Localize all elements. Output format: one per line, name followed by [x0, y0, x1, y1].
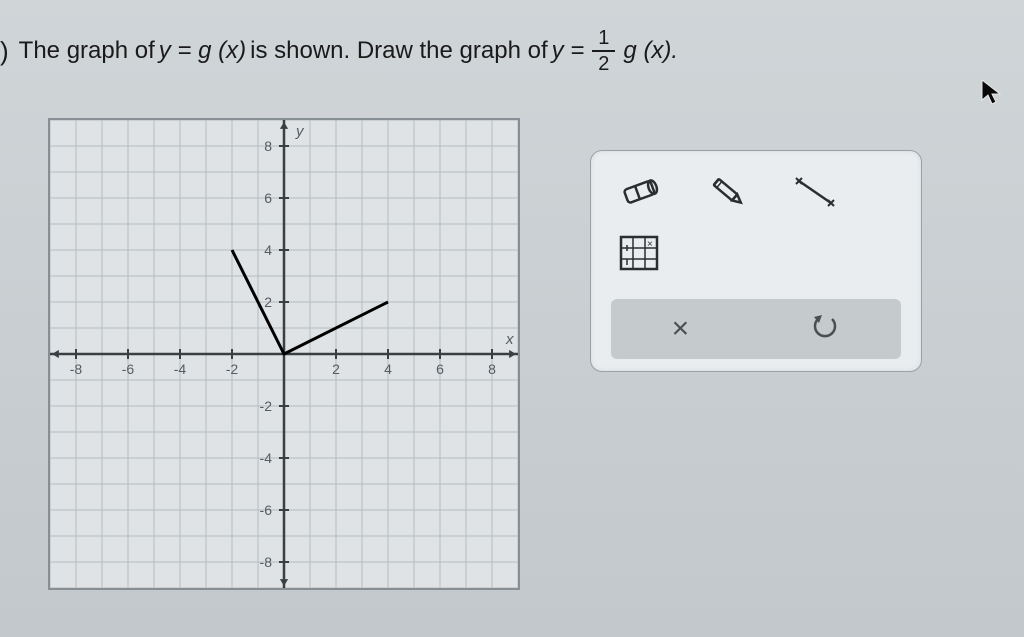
- svg-text:-8: -8: [260, 554, 273, 570]
- svg-text:2: 2: [332, 361, 340, 377]
- svg-text:-6: -6: [260, 502, 273, 518]
- fraction: 1 2: [592, 28, 615, 74]
- svg-text:-4: -4: [260, 450, 273, 466]
- svg-text:×: ×: [647, 239, 653, 250]
- svg-text:6: 6: [264, 190, 272, 206]
- svg-text:-2: -2: [226, 361, 239, 377]
- clear-button[interactable]: ×: [672, 312, 690, 346]
- svg-text:8: 8: [488, 361, 496, 377]
- undo-icon: [810, 311, 840, 341]
- frac-den: 2: [598, 52, 609, 74]
- tool-row-2: ×: [611, 229, 901, 277]
- eraser-button[interactable]: [611, 167, 667, 215]
- grid-button[interactable]: ×: [611, 229, 667, 277]
- undo-button[interactable]: [810, 311, 840, 348]
- graph-panel[interactable]: -8-6-4-22468-8-6-4-22468xy: [48, 118, 520, 590]
- tool-row-1: [611, 167, 901, 215]
- grid-icon: ×: [615, 231, 663, 275]
- q-part2: is shown. Draw the graph of: [250, 37, 547, 65]
- svg-text:-2: -2: [260, 398, 273, 414]
- q-eq1: y = g (x): [159, 37, 246, 65]
- svg-text:6: 6: [436, 361, 444, 377]
- svg-text:8: 8: [264, 138, 272, 154]
- question-text: ) The graph of y = g (x) is shown. Draw …: [0, 28, 678, 74]
- line-icon: [791, 171, 839, 211]
- graph-canvas[interactable]: -8-6-4-22468-8-6-4-22468xy: [50, 120, 518, 588]
- clear-icon: ×: [672, 312, 690, 345]
- svg-text:4: 4: [264, 242, 272, 258]
- svg-text:2: 2: [264, 294, 272, 310]
- q-eq2-lhs: y =: [552, 37, 585, 65]
- tool-panel: × ×: [590, 150, 922, 372]
- frac-num: 1: [592, 28, 615, 52]
- paren: ): [0, 36, 9, 67]
- svg-text:-8: -8: [70, 361, 83, 377]
- svg-text:x: x: [505, 331, 514, 348]
- eraser-icon: [615, 171, 663, 211]
- svg-text:-4: -4: [174, 361, 187, 377]
- svg-text:-6: -6: [122, 361, 135, 377]
- q-part1: The graph of: [19, 37, 155, 65]
- q-eq2-rhs: g (x).: [623, 37, 678, 65]
- line-button[interactable]: [787, 167, 843, 215]
- pencil-button[interactable]: [699, 167, 755, 215]
- svg-text:4: 4: [384, 361, 392, 377]
- pencil-icon: [703, 171, 751, 211]
- cursor-icon: [980, 78, 1004, 106]
- tool-bottom-row: ×: [611, 299, 901, 359]
